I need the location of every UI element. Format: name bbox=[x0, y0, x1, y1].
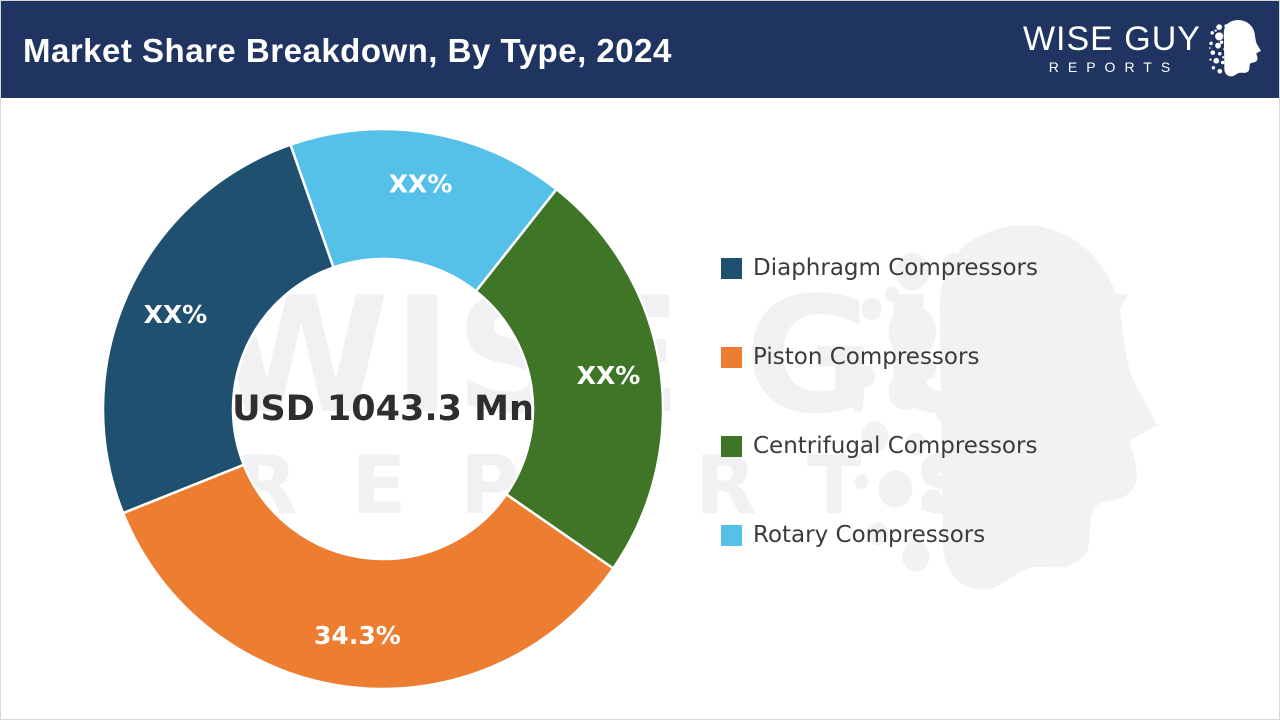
logo-wordmark: WISE GUY bbox=[1022, 19, 1201, 58]
donut-segment-label: 34.3% bbox=[314, 621, 401, 650]
logo-face-icon bbox=[1209, 19, 1261, 77]
page-title: Market Share Breakdown, By Type, 2024 bbox=[23, 32, 672, 69]
donut-segment-piston-compressors[interactable] bbox=[121, 463, 615, 691]
donut-segment-label: XX% bbox=[144, 300, 208, 329]
legend-label: Diaphragm Compressors bbox=[753, 255, 1038, 281]
legend-item-diaphragm-compressors[interactable]: Diaphragm Compressors bbox=[721, 251, 1038, 285]
donut-segment-diaphragm-compressors[interactable] bbox=[101, 143, 336, 515]
donut-center-value: USD 1043.3 Mn bbox=[232, 389, 534, 429]
legend-swatch bbox=[721, 257, 742, 279]
donut-segment-label: XX% bbox=[577, 361, 641, 390]
legend-swatch bbox=[721, 435, 742, 457]
legend-swatch bbox=[721, 524, 742, 546]
legend-item-rotary-compressors[interactable]: Rotary Compressors bbox=[721, 518, 1038, 552]
chart-legend: Diaphragm Compressors Piston Compressors… bbox=[721, 251, 1038, 552]
logo-subtext: REPORTS bbox=[1048, 59, 1180, 76]
legend-label: Centrifugal Compressors bbox=[753, 433, 1038, 459]
legend-label: Rotary Compressors bbox=[753, 522, 986, 548]
legend-label: Piston Compressors bbox=[753, 344, 980, 370]
header-bar: Market Share Breakdown, By Type, 2024 WI… bbox=[1, 1, 1279, 98]
brand-logo: WISE GUY REPORTS bbox=[1023, 8, 1265, 88]
donut-segment-rotary-compressors[interactable] bbox=[288, 127, 559, 294]
donut-svg: XX% XX% 34.3% XX% bbox=[101, 127, 665, 691]
legend-item-piston-compressors[interactable]: Piston Compressors bbox=[721, 340, 1038, 374]
donut-segment-centrifugal-compressors[interactable] bbox=[474, 187, 665, 571]
donut-segment-label: XX% bbox=[389, 170, 453, 199]
legend-swatch bbox=[721, 346, 742, 368]
donut-chart: XX% XX% 34.3% XX% USD 1043.3 Mn bbox=[101, 127, 665, 691]
legend-item-centrifugal-compressors[interactable]: Centrifugal Compressors bbox=[721, 429, 1038, 463]
